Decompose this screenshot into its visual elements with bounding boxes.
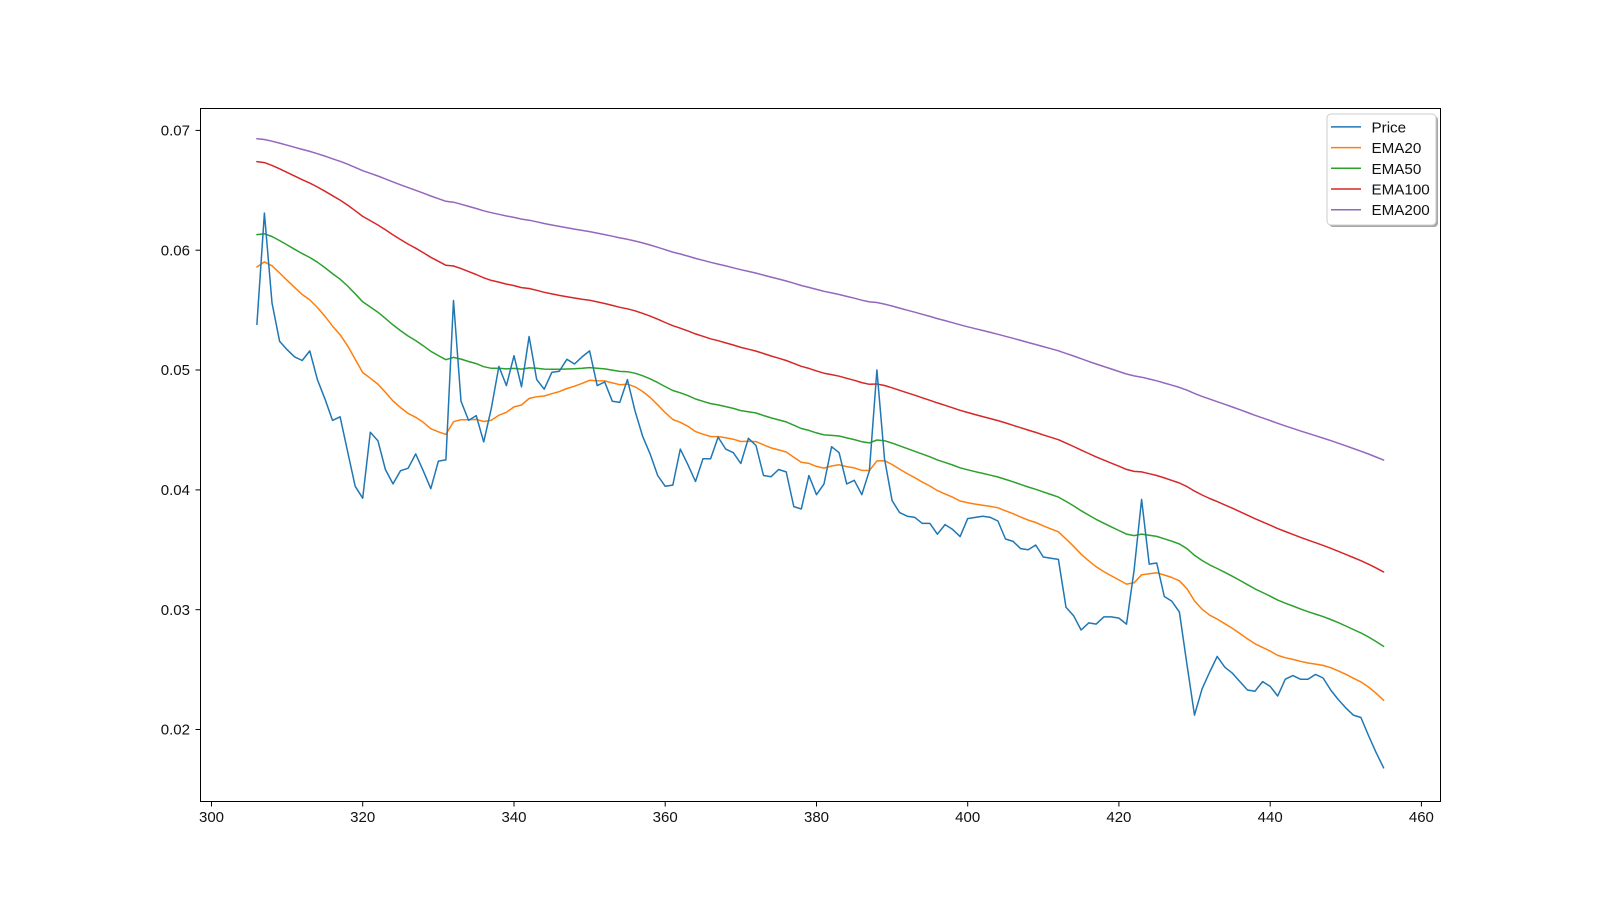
svg-text:320: 320: [350, 809, 375, 826]
svg-text:440: 440: [1258, 809, 1283, 826]
svg-text:0.07: 0.07: [161, 123, 190, 140]
svg-text:340: 340: [501, 809, 526, 826]
svg-text:0.03: 0.03: [161, 602, 190, 619]
svg-text:0.04: 0.04: [161, 482, 190, 499]
svg-text:0.02: 0.02: [161, 722, 190, 739]
svg-text:380: 380: [804, 809, 829, 826]
svg-text:EMA100: EMA100: [1372, 182, 1430, 199]
svg-text:420: 420: [1106, 809, 1131, 826]
svg-text:300: 300: [199, 809, 224, 826]
svg-text:EMA200: EMA200: [1372, 202, 1430, 219]
svg-text:Price: Price: [1372, 119, 1407, 136]
svg-text:0.05: 0.05: [161, 362, 190, 379]
svg-text:400: 400: [955, 809, 980, 826]
svg-text:EMA20: EMA20: [1372, 140, 1422, 157]
svg-text:EMA50: EMA50: [1372, 161, 1422, 178]
svg-text:0.06: 0.06: [161, 242, 190, 259]
svg-text:360: 360: [653, 809, 678, 826]
svg-text:460: 460: [1409, 809, 1434, 826]
